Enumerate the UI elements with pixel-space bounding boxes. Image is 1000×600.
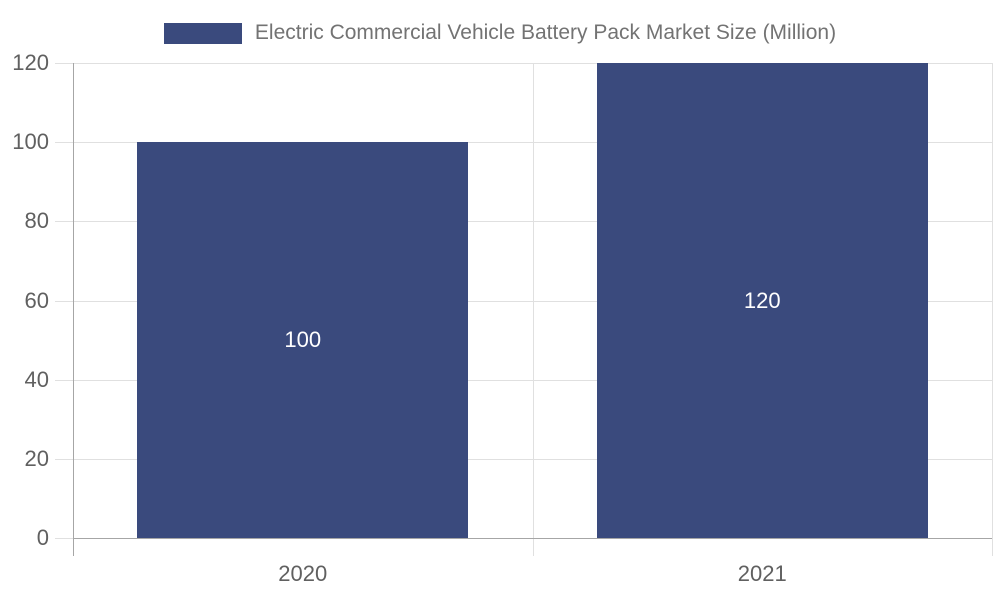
y-tick-label: 120 <box>12 50 49 75</box>
y-tick-label: 80 <box>24 208 49 234</box>
y-axis-tick <box>55 300 73 302</box>
y-tick-label: 0 <box>36 525 49 550</box>
legend-label[interactable]: Electric Commercial Vehicle Battery Pack… <box>254 21 837 44</box>
y-axis-tick <box>55 221 73 223</box>
y-axis-tick <box>55 458 73 460</box>
y-tick-label: 60 <box>24 287 49 313</box>
bar-value-label: 100 <box>284 327 322 353</box>
y-tick-label: 100 <box>12 129 49 155</box>
legend[interactable]: Electric Commercial Vehicle Battery Pack… <box>0 21 1000 45</box>
y-axis-line <box>73 63 74 556</box>
y-tick-label: 20 <box>24 445 49 471</box>
gridline-x <box>992 63 993 556</box>
y-axis-tick <box>55 379 73 381</box>
y-axis-tick <box>55 63 73 64</box>
bar-2021 <box>596 63 928 538</box>
y-axis-tick <box>55 142 73 144</box>
y-tick-label: 40 <box>24 366 49 392</box>
gridline-x <box>532 63 534 556</box>
bar-2020 <box>137 142 469 538</box>
x-tick-label: 2021 <box>737 561 787 586</box>
legend-swatch[interactable] <box>163 22 242 44</box>
x-axis-line <box>73 538 992 539</box>
y-axis-tick <box>55 538 73 539</box>
x-tick-label: 2020 <box>278 561 328 586</box>
bar-value-label: 120 <box>743 287 781 313</box>
